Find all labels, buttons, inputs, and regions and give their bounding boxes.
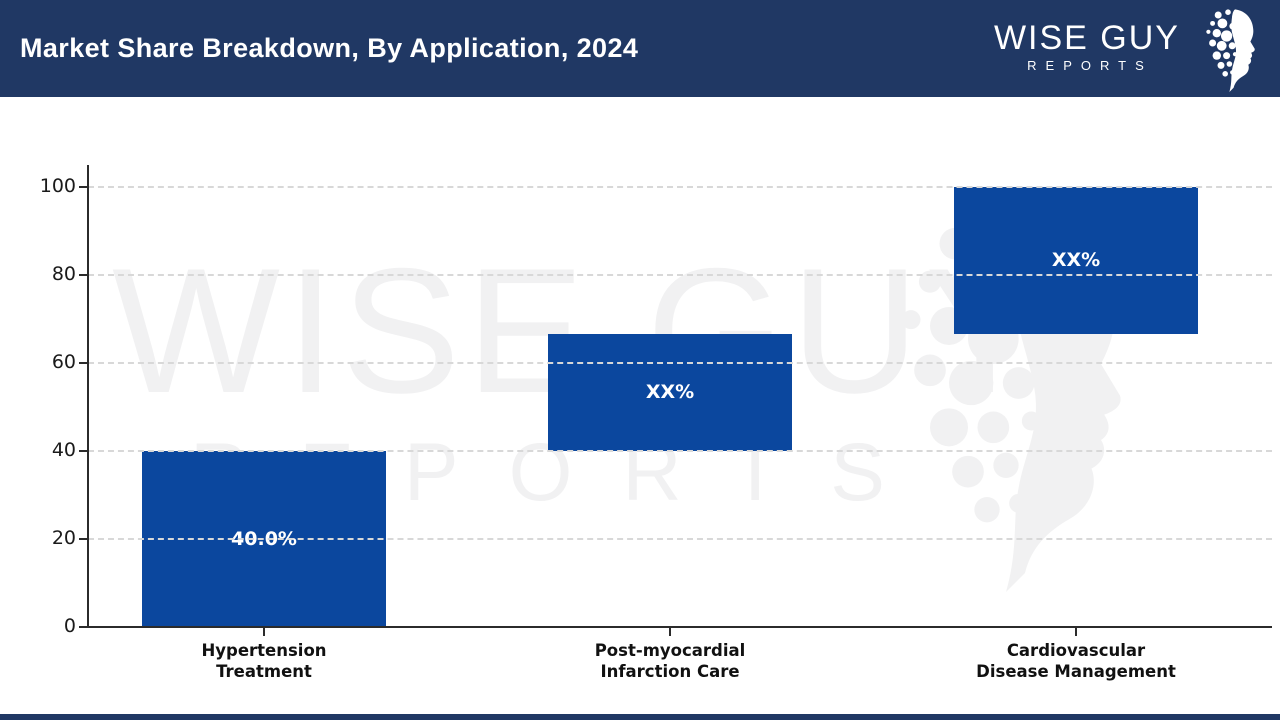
bar-value-label: XX% bbox=[1051, 249, 1101, 272]
bar-value-label: XX% bbox=[645, 381, 695, 404]
y-grid-line bbox=[88, 186, 1272, 188]
y-tick-label: 40 bbox=[51, 439, 76, 461]
x-category-line: Disease Management bbox=[976, 662, 1176, 681]
x-tick-mark bbox=[1075, 628, 1077, 636]
brand-face-icon bbox=[1206, 9, 1255, 92]
x-category-line: Cardiovascular bbox=[1006, 641, 1146, 660]
y-grid-line bbox=[88, 450, 1272, 452]
y-tick-mark bbox=[79, 274, 88, 276]
x-category-label: Post-myocardial Infarction Care bbox=[510, 640, 830, 682]
brand-logo: WISE GUY REPORTS bbox=[994, 6, 1262, 92]
y-tick-label: 100 bbox=[39, 175, 76, 197]
y-tick-label: 60 bbox=[51, 351, 76, 373]
x-category-label: Hypertension Treatment bbox=[104, 640, 424, 682]
page-title: Market Share Breakdown, By Application, … bbox=[20, 33, 639, 63]
x-tick-mark bbox=[669, 628, 671, 636]
x-category-label: Cardiovascular Disease Management bbox=[916, 640, 1236, 682]
brand-sub: REPORTS bbox=[1027, 58, 1153, 73]
footer-bar bbox=[0, 714, 1280, 720]
x-axis-line bbox=[87, 626, 1272, 628]
y-tick-mark bbox=[79, 450, 88, 452]
x-category-line: Hypertension bbox=[201, 641, 327, 660]
y-grid-line bbox=[88, 274, 1272, 276]
y-grid-line bbox=[88, 538, 1272, 540]
y-tick-mark bbox=[79, 538, 88, 540]
header: Market Share Breakdown, By Application, … bbox=[0, 0, 1280, 97]
y-grid-line bbox=[88, 362, 1272, 364]
brand-text: WISE GUY REPORTS bbox=[994, 20, 1180, 73]
y-axis-line bbox=[87, 165, 89, 628]
y-tick-label: 0 bbox=[63, 615, 76, 637]
y-tick-mark bbox=[79, 362, 88, 364]
y-tick-mark bbox=[79, 626, 88, 628]
x-category-line: Post-myocardial bbox=[594, 641, 746, 660]
y-tick-label: 20 bbox=[51, 527, 76, 549]
brand-name: WISE GUY bbox=[993, 19, 1180, 57]
y-tick-label: 80 bbox=[51, 263, 76, 285]
y-tick-mark bbox=[79, 186, 88, 188]
bar-segment: XX% bbox=[954, 187, 1198, 334]
x-category-line: Treatment bbox=[216, 662, 312, 681]
bar-segment: XX% bbox=[548, 333, 792, 451]
x-category-line: Infarction Care bbox=[600, 662, 740, 681]
x-tick-mark bbox=[263, 628, 265, 636]
